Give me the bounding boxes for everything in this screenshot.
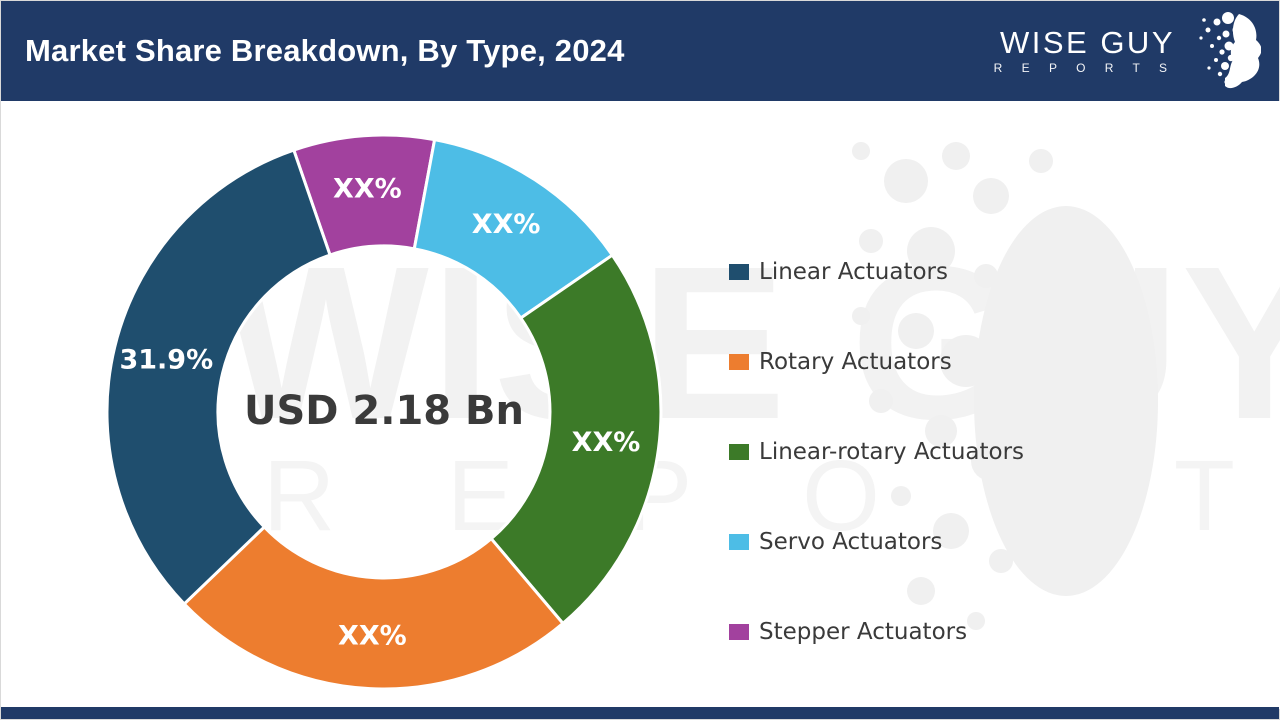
footer-bar bbox=[1, 707, 1279, 719]
legend-swatch bbox=[729, 354, 749, 370]
slice-percent-label: 31.9% bbox=[119, 344, 213, 375]
legend-item: Linear-rotary Actuators bbox=[729, 437, 1024, 467]
legend-item: Stepper Actuators bbox=[729, 617, 1024, 647]
legend-item: Linear Actuators bbox=[729, 257, 1024, 287]
header-bar: Market Share Breakdown, By Type, 2024 WI… bbox=[1, 1, 1279, 101]
legend-label: Linear-rotary Actuators bbox=[759, 439, 1025, 465]
chart-legend: Linear Actuators Rotary Actuators Linear-r… bbox=[729, 257, 1024, 707]
donut-slice bbox=[182, 525, 565, 691]
wiseguy-logo: WISE GUY R E P O R T S bbox=[994, 8, 1261, 94]
slice-percent-label: XX% bbox=[572, 427, 641, 458]
chart-center-value: USD 2.18 Bn bbox=[244, 388, 524, 434]
figure-title: Market Share Breakdown, By Type, 2024 bbox=[25, 33, 625, 68]
legend-swatch bbox=[729, 534, 749, 550]
donut-chart: XX% XX% XX% XX% 31.9% bbox=[105, 133, 663, 691]
slice-percent-label: XX% bbox=[472, 209, 541, 240]
logo-wordmark: WISE GUY bbox=[999, 24, 1175, 60]
slice-percent-label: XX% bbox=[333, 174, 402, 205]
slice-percent-label: XX% bbox=[338, 621, 407, 652]
donut-slice bbox=[105, 148, 332, 606]
legend-swatch bbox=[729, 444, 749, 460]
logo-face-icon bbox=[1199, 12, 1261, 89]
logo-subtitle: R E P O R T S bbox=[993, 61, 1175, 76]
legend-label: Stepper Actuators bbox=[759, 619, 968, 645]
donut-slice bbox=[489, 253, 663, 625]
legend-label: Rotary Actuators bbox=[759, 349, 952, 375]
legend-label: Linear Actuators bbox=[759, 259, 948, 285]
legend-swatch bbox=[729, 624, 749, 640]
legend-item: Rotary Actuators bbox=[729, 347, 1024, 377]
legend-swatch bbox=[729, 264, 749, 280]
chart-area: WISE GUY R E P O R T S XX%XX%XX bbox=[1, 101, 1280, 709]
legend-label: Servo Actuators bbox=[759, 529, 943, 555]
legend-item: Servo Actuators bbox=[729, 527, 1024, 557]
